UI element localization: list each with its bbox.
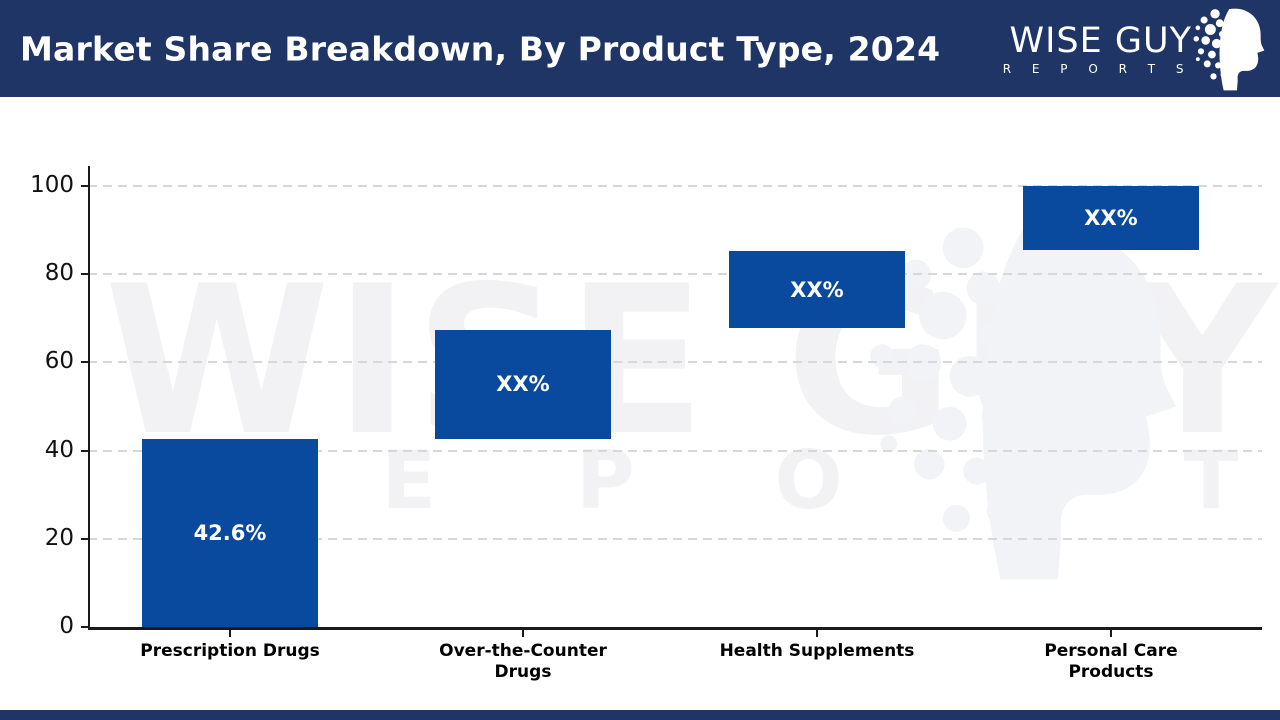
bar-segment[interactable]: XX% xyxy=(1023,186,1199,250)
logo-wordmark: WISE GUY xyxy=(1009,20,1192,61)
gridline-80 xyxy=(88,273,1262,276)
y-tick-40 xyxy=(81,449,88,452)
category-label-line: Over-the-Counter xyxy=(439,641,607,661)
category-label: Health Supplements xyxy=(687,641,947,662)
x-tick-2 xyxy=(816,630,818,637)
x-tick-0 xyxy=(229,630,231,637)
bar-segment[interactable]: XX% xyxy=(435,329,611,440)
bar-value-label: XX% xyxy=(1084,205,1138,230)
category-label-line: Health Supplements xyxy=(719,641,915,661)
x-tick-3 xyxy=(1110,630,1112,637)
y-axis-line xyxy=(88,166,90,630)
x-tick-1 xyxy=(522,630,524,637)
footer-bar xyxy=(0,710,1280,720)
y-tick-80 xyxy=(81,273,88,276)
y-tick-label: 80 xyxy=(44,260,74,287)
wise-guy-logo: WISE GUY R E P O R T S xyxy=(1003,6,1266,92)
gridline-20 xyxy=(88,537,1262,540)
gridline-60 xyxy=(88,361,1262,364)
category-label-line: Drugs xyxy=(494,662,552,682)
category-label: Personal Care Products xyxy=(981,641,1241,683)
watermark-head-icon xyxy=(870,225,1177,580)
x-axis-line xyxy=(88,627,1262,630)
y-tick-100 xyxy=(81,185,88,187)
chart-title: Market Share Breakdown, By Product Type,… xyxy=(20,29,941,68)
logo-subtext: R E P O R T S xyxy=(1002,61,1192,76)
y-tick-60 xyxy=(81,361,88,364)
gridline-100 xyxy=(88,185,1262,187)
bar-value-label: XX% xyxy=(496,372,550,397)
bar-segment[interactable]: 42.6% xyxy=(142,439,318,627)
y-tick-0 xyxy=(81,626,88,628)
bar-value-label: 42.6% xyxy=(193,521,267,546)
category-label: Over-the-Counter Drugs xyxy=(393,641,653,683)
logo-head-icon xyxy=(1193,8,1265,91)
y-tick-label: 20 xyxy=(44,524,74,551)
category-label: Prescription Drugs xyxy=(100,641,360,662)
logo-text: WISE GUY R E P O R T S xyxy=(1003,23,1192,76)
category-label-line: Products xyxy=(1068,662,1154,682)
y-tick-label: 0 xyxy=(59,613,74,639)
category-label-line: Personal Care xyxy=(1044,641,1178,661)
bar-value-label: XX% xyxy=(790,277,844,302)
y-tick-label: 40 xyxy=(44,436,74,463)
bar-segment[interactable]: XX% xyxy=(729,251,905,328)
y-tick-label: 60 xyxy=(44,348,74,375)
y-tick-20 xyxy=(81,537,88,540)
gridline-40 xyxy=(88,449,1262,452)
category-label-line: Prescription Drugs xyxy=(140,641,320,661)
y-tick-label: 100 xyxy=(30,172,74,198)
header-banner: Market Share Breakdown, By Product Type,… xyxy=(0,0,1280,97)
